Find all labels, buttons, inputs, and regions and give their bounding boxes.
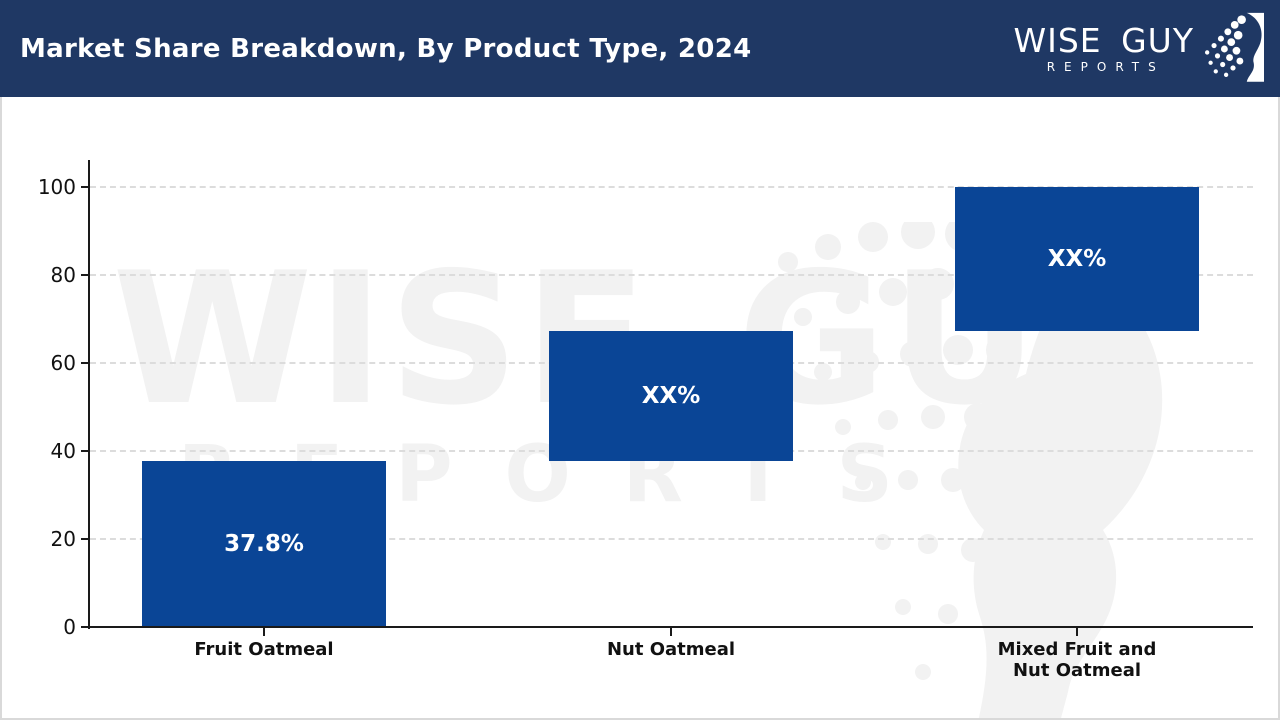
x-axis-line	[88, 626, 1253, 628]
x-tick-fruit-oatmeal	[263, 628, 265, 636]
y-tick-60	[81, 362, 89, 364]
page-border-right	[1278, 97, 1280, 720]
wise-guy-logo: WISE GUY REPORTS	[1013, 8, 1264, 90]
x-tick-mixed-fruit-and-nut-oatmeal	[1076, 628, 1078, 636]
page-title: Market Share Breakdown, By Product Type,…	[20, 33, 752, 64]
y-tick-label-0: 0	[63, 615, 76, 639]
logo-subtitle: REPORTS	[1046, 60, 1165, 74]
x-tick-nut-oatmeal	[670, 628, 672, 636]
bar-fruit-oatmeal: 37.8%	[142, 460, 386, 627]
logo-text: WISE GUY REPORTS	[1013, 24, 1194, 73]
y-axis-line	[88, 160, 90, 629]
bar-value-label-mixed-fruit-and-nut-oatmeal: XX%	[1047, 245, 1107, 272]
y-tick-label-100: 100	[37, 175, 76, 199]
gridline-80	[90, 274, 1253, 276]
logo-face-icon	[1205, 12, 1264, 82]
y-tick-40	[81, 450, 89, 452]
y-tick-label-20: 20	[50, 527, 76, 551]
y-tick-80	[81, 274, 89, 276]
bar-mixed-fruit-and-nut-oatmeal: XX%	[955, 187, 1199, 331]
gridline-100	[90, 186, 1253, 188]
y-tick-label-80: 80	[50, 263, 76, 287]
page-border-left	[0, 97, 2, 720]
page-border-bottom	[0, 718, 1280, 720]
y-tick-0	[81, 626, 89, 628]
header: Market Share Breakdown, By Product Type,…	[0, 0, 1280, 97]
bar-value-label-fruit-oatmeal: 37.8%	[224, 530, 304, 557]
logo-wordmark: WISE GUY	[1013, 21, 1194, 60]
bar-value-label-nut-oatmeal: XX%	[641, 382, 701, 409]
y-tick-20	[81, 538, 89, 540]
y-tick-label-40: 40	[50, 439, 76, 463]
bar-nut-oatmeal: XX%	[549, 330, 793, 461]
x-axis-label-fruit-oatmeal: Fruit Oatmeal	[194, 639, 334, 660]
y-tick-label-60: 60	[50, 351, 76, 375]
y-tick-100	[81, 186, 89, 188]
x-axis-label-mixed-fruit-and-nut-oatmeal: Mixed Fruit and Nut Oatmeal	[997, 639, 1157, 681]
x-axis-label-nut-oatmeal: Nut Oatmeal	[606, 639, 736, 660]
gridline-20	[90, 538, 1253, 540]
